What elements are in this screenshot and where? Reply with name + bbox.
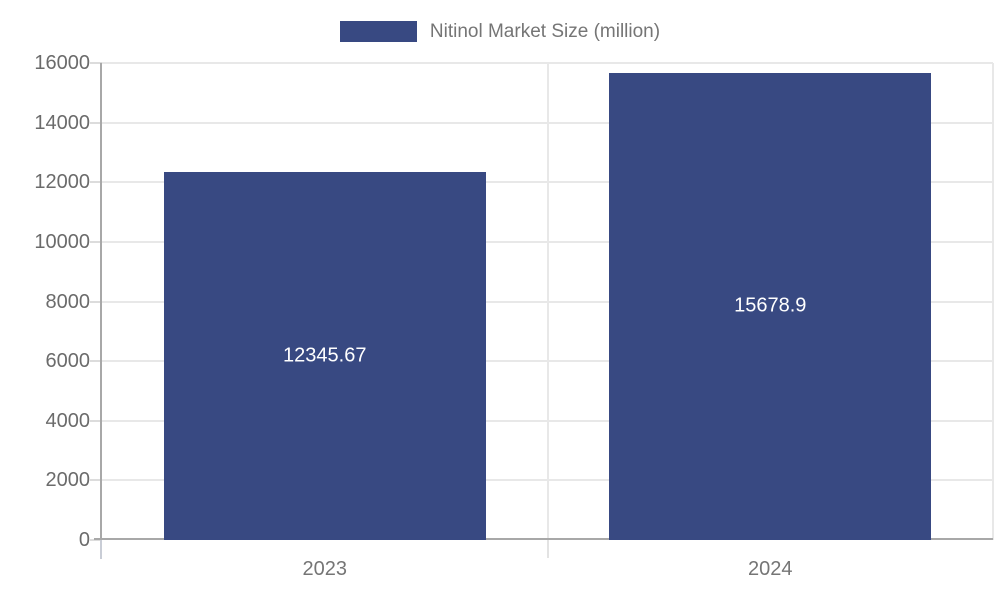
y-axis-tick	[90, 121, 102, 124]
legend-label: Nitinol Market Size (million)	[429, 21, 661, 42]
y-tick-label: 12000	[34, 171, 90, 194]
y-axis-tick	[90, 240, 102, 243]
y-axis-tick	[90, 300, 102, 303]
y-axis-tick	[90, 360, 102, 363]
y-tick-label: 10000	[34, 230, 90, 253]
bar-value-label: 15678.9	[734, 294, 807, 317]
y-axis-line-extension	[100, 540, 102, 559]
legend-item[interactable]: Nitinol Market Size (million)	[339, 21, 661, 42]
bar[interactable]: 12345.67	[163, 171, 486, 540]
y-tick-label: 0	[78, 529, 90, 551]
legend-swatch	[339, 21, 417, 42]
x-tick-label: 2023	[302, 558, 348, 580]
bar[interactable]: 15678.9	[609, 72, 932, 540]
legend: Nitinol Market Size (million)	[0, 21, 1000, 42]
y-tick-label: 8000	[45, 290, 91, 313]
plot-area: 12345.67 15678.9	[90, 62, 994, 559]
y-tick-label: 6000	[45, 350, 91, 373]
y-tick-label: 2000	[45, 469, 91, 492]
y-axis-line	[100, 63, 102, 540]
y-axis-tick	[90, 181, 102, 184]
x-axis-tick	[546, 540, 549, 558]
y-axis-tick	[90, 539, 102, 541]
x-tick-label: 2024	[748, 558, 793, 580]
category-divider	[546, 63, 549, 540]
y-tick-label: 14000	[34, 111, 90, 134]
x-axis-line	[94, 538, 993, 540]
y-axis-tick	[90, 62, 102, 64]
y-tick-label: 4000	[45, 409, 91, 432]
y-tick-label: 16000	[34, 52, 90, 74]
category-divider	[992, 63, 994, 540]
y-axis-tick	[90, 419, 102, 422]
bar-value-label: 12345.67	[283, 344, 367, 367]
y-axis-tick	[90, 479, 102, 482]
